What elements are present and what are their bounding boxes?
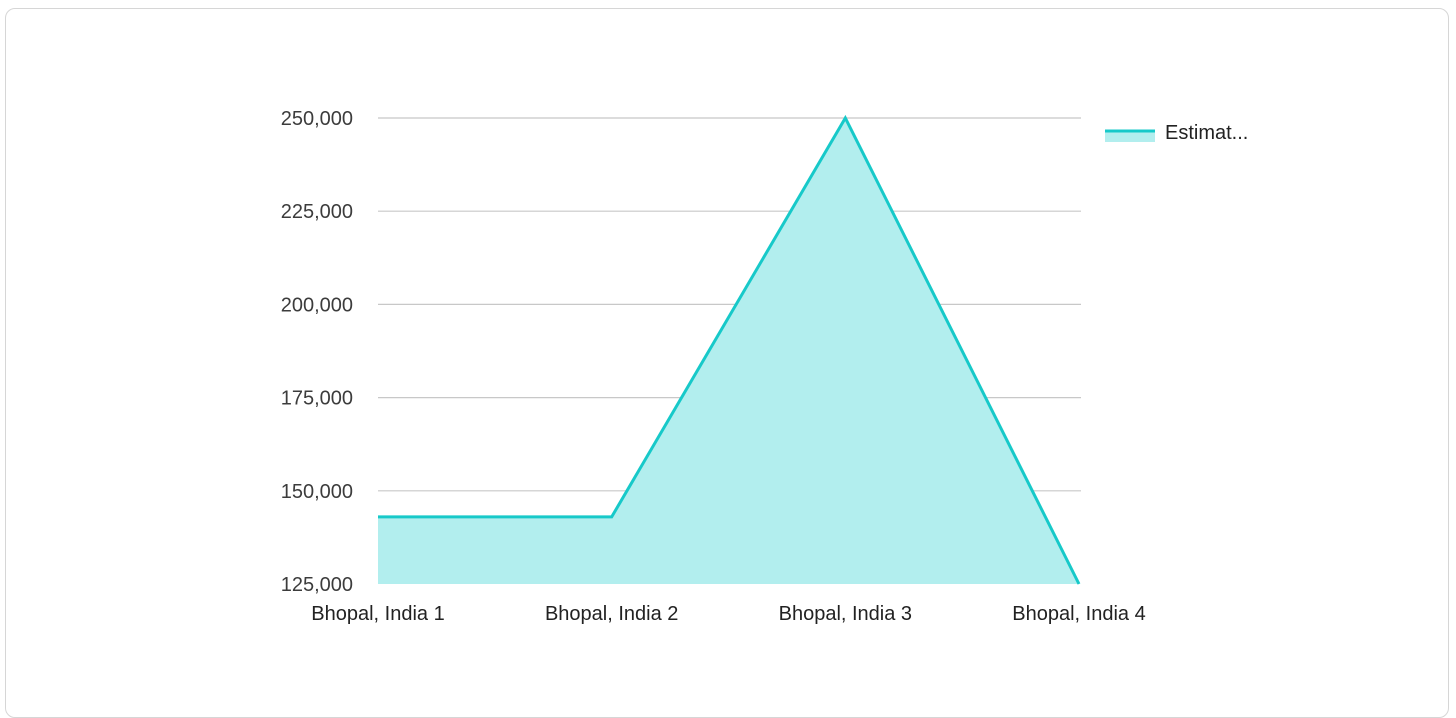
- series-area-fill: [378, 118, 1079, 584]
- y-tick-label: 175,000: [281, 388, 353, 410]
- y-tick-label: 150,000: [281, 481, 353, 503]
- y-tick-label: 225,000: [281, 201, 353, 223]
- legend-label: Estimat...: [1165, 122, 1248, 144]
- y-tick-label: 250,000: [281, 108, 353, 130]
- x-tick-label: Bhopal, India 1: [311, 603, 444, 625]
- legend-swatch-fill: [1105, 131, 1155, 142]
- x-tick-label: Bhopal, India 2: [545, 603, 678, 625]
- x-tick-label: Bhopal, India 4: [1012, 603, 1145, 625]
- y-tick-label: 200,000: [281, 294, 353, 316]
- y-tick-label: 125,000: [281, 574, 353, 596]
- y-axis-ticks: 125,000 150,000 175,000 200,000 225,000 250,0…: [281, 108, 353, 596]
- x-tick-label: Bhopal, India 3: [779, 603, 912, 625]
- legend[interactable]: Estimat...: [1105, 122, 1248, 144]
- area-chart: 125,000 150,000 175,000 200,000 225,000 250,0…: [0, 0, 1456, 702]
- series-area-layer: [378, 118, 1079, 584]
- x-axis-ticks: Bhopal, India 1 Bhopal, India 2 Bhopal, In…: [311, 603, 1145, 625]
